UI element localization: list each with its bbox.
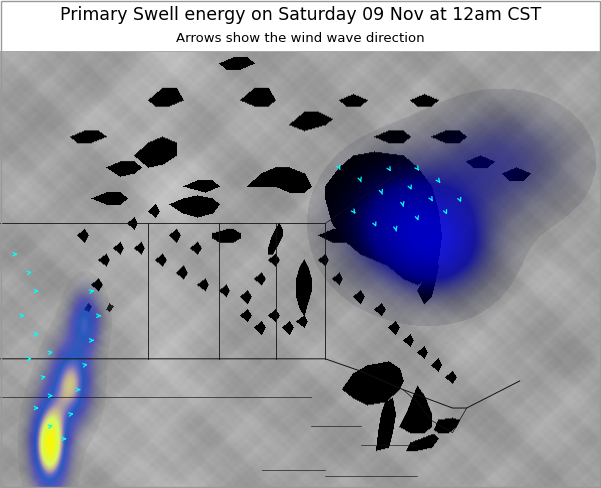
Text: Primary Swell energy on Saturday 09 Nov at 12am CST: Primary Swell energy on Saturday 09 Nov …: [60, 6, 541, 24]
Text: Arrows show the wind wave direction: Arrows show the wind wave direction: [176, 32, 425, 45]
